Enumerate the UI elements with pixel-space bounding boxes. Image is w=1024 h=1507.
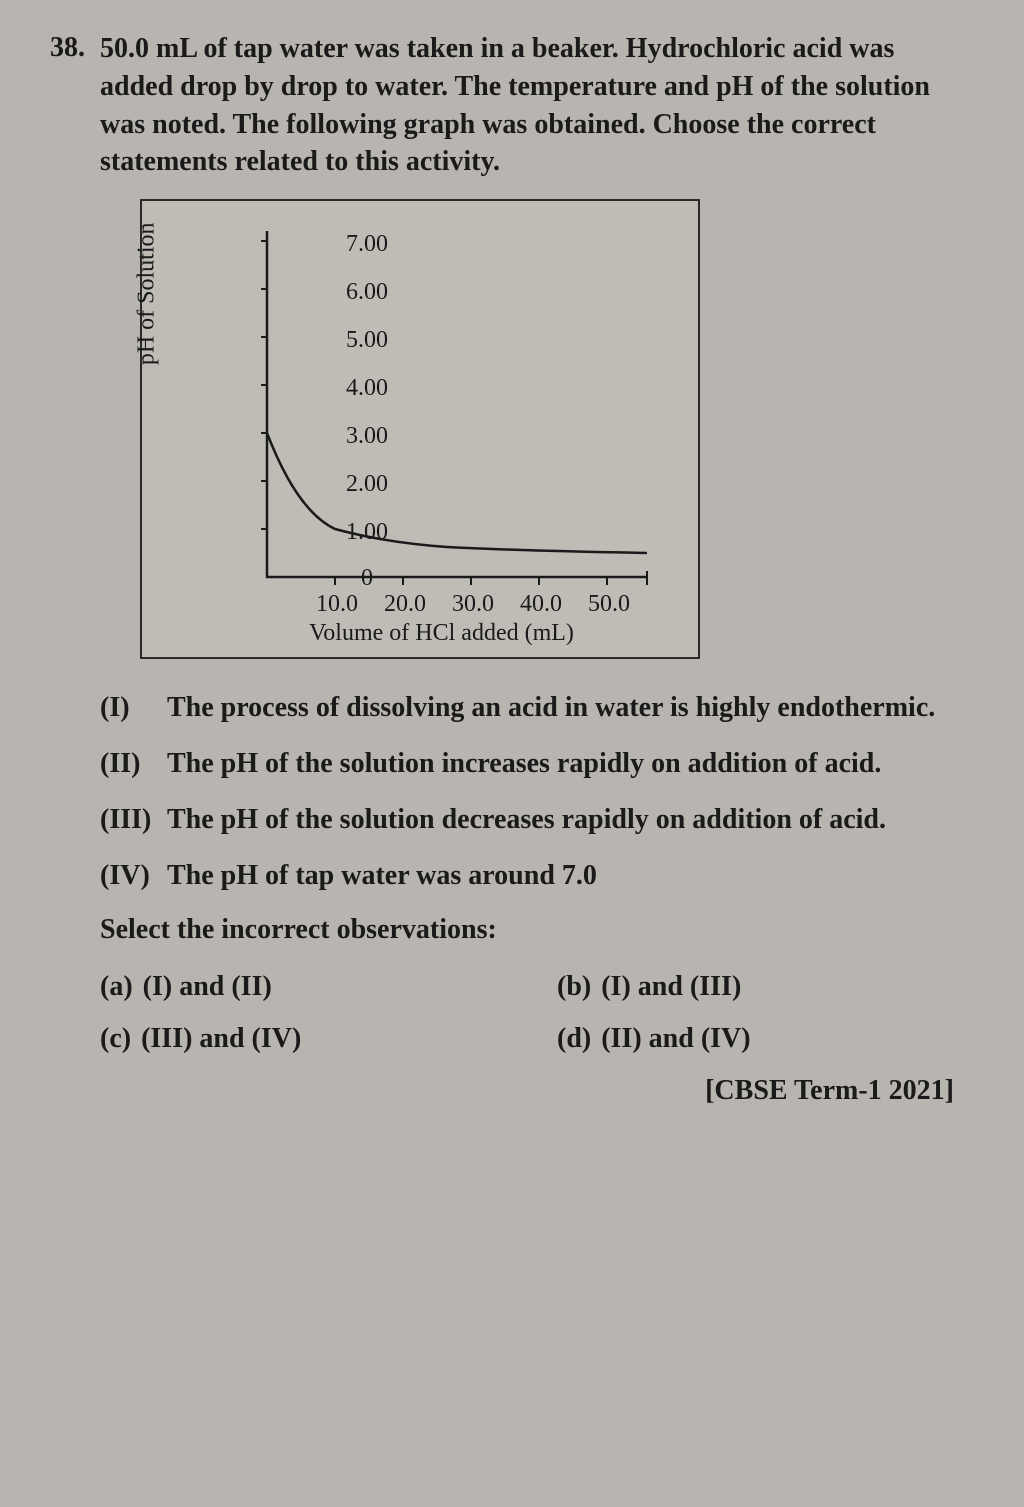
- statement-number: (I): [100, 689, 155, 727]
- y-tick-label: 3.00: [318, 423, 388, 450]
- option-text: (III) and (IV): [141, 1023, 301, 1055]
- option-text: (I) and (II): [143, 971, 272, 1003]
- select-instruction: Select the incorrect observations:: [100, 914, 974, 946]
- chart-inner: pH of Solution: [157, 221, 673, 642]
- y-tick-label: 6.00: [318, 279, 388, 306]
- y-axis-label: pH of Solution: [134, 223, 161, 366]
- statement-item: (II) The pH of the solution increases ra…: [100, 745, 974, 783]
- statement-item: (I) The process of dissolving an acid in…: [100, 689, 974, 727]
- ph-chart: pH of Solution: [140, 199, 700, 659]
- x-axis-label: Volume of HCl added (mL): [309, 620, 574, 647]
- statement-text: The process of dissolving an acid in wat…: [167, 689, 974, 727]
- y-tick-label: 5.00: [318, 327, 388, 354]
- statement-text: The pH of the solution decreases rapidly…: [167, 801, 974, 839]
- option-b[interactable]: (b) (I) and (III): [557, 971, 974, 1003]
- option-letter: (b): [557, 971, 591, 1003]
- x-tick-label: 10.0: [307, 591, 367, 618]
- statements-list: (I) The process of dissolving an acid in…: [100, 689, 974, 894]
- option-letter: (a): [100, 971, 133, 1003]
- y-tick-label: 7.00: [318, 231, 388, 258]
- option-text: (I) and (III): [601, 971, 741, 1003]
- option-d[interactable]: (d) (II) and (IV): [557, 1023, 974, 1055]
- option-letter: (d): [557, 1023, 591, 1055]
- question-text: 50.0 mL of tap water was taken in a beak…: [100, 30, 974, 181]
- question-number: 38.: [50, 30, 85, 1107]
- x-tick-label: 20.0: [375, 591, 435, 618]
- statement-number: (II): [100, 745, 155, 783]
- statement-number: (IV): [100, 857, 155, 895]
- options-grid: (a) (I) and (II) (b) (I) and (III) (c) (…: [100, 971, 974, 1055]
- statement-number: (III): [100, 801, 155, 839]
- statement-text: The pH of tap water was around 7.0: [167, 857, 974, 895]
- y-tick-label: 1.00: [318, 519, 388, 546]
- x-tick-label: 50.0: [579, 591, 639, 618]
- y-tick-label: 0: [343, 565, 373, 592]
- option-a[interactable]: (a) (I) and (II): [100, 971, 517, 1003]
- y-tick-label: 4.00: [318, 375, 388, 402]
- question-body: 50.0 mL of tap water was taken in a beak…: [100, 30, 974, 1107]
- option-letter: (c): [100, 1023, 131, 1055]
- statement-text: The pH of the solution increases rapidly…: [167, 745, 974, 783]
- option-c[interactable]: (c) (III) and (IV): [100, 1023, 517, 1055]
- statement-item: (IV) The pH of tap water was around 7.0: [100, 857, 974, 895]
- x-tick-label: 30.0: [443, 591, 503, 618]
- source-reference: [CBSE Term-1 2021]: [100, 1075, 974, 1107]
- option-text: (II) and (IV): [601, 1023, 750, 1055]
- y-tick-label: 2.00: [318, 471, 388, 498]
- statement-item: (III) The pH of the solution decreases r…: [100, 801, 974, 839]
- question-container: 38. 50.0 mL of tap water was taken in a …: [50, 30, 974, 1107]
- x-tick-label: 40.0: [511, 591, 571, 618]
